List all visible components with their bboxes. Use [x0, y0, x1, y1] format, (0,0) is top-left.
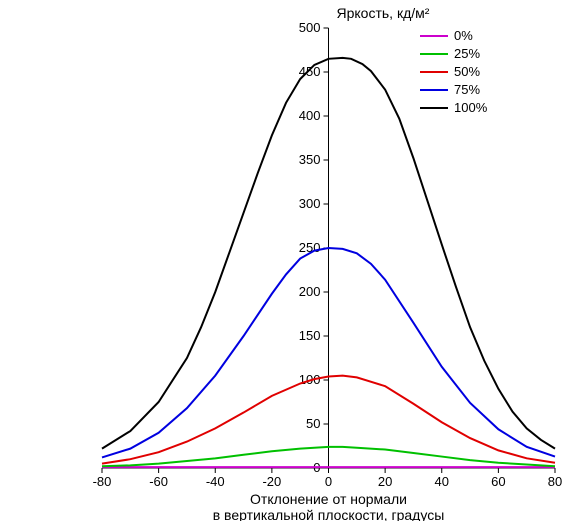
x-tick-label: 0: [325, 474, 332, 489]
legend-label: 50%: [454, 64, 480, 79]
y-tick-label: 200: [299, 284, 321, 299]
y-tick-label: 150: [299, 328, 321, 343]
y-tick-label: 500: [299, 20, 321, 35]
x-tick-label: 60: [491, 474, 505, 489]
brightness-chart: -80-60-40-200204060800501001502002503003…: [0, 0, 568, 521]
x-tick-label: -20: [262, 474, 281, 489]
legend-label: 25%: [454, 46, 480, 61]
y-tick-label: 300: [299, 196, 321, 211]
x-axis-title-line1: Отклонение от нормали: [250, 491, 407, 507]
x-axis-title-line2: в вертикальной плоскости, градусы: [213, 507, 445, 521]
y-tick-label: 400: [299, 108, 321, 123]
chart-container: -80-60-40-200204060800501001502002503003…: [0, 0, 568, 521]
legend-label: 0%: [454, 28, 473, 43]
legend-label: 100%: [454, 100, 488, 115]
x-tick-label: -80: [93, 474, 112, 489]
x-tick-label: 80: [548, 474, 562, 489]
y-tick-label: 50: [306, 416, 320, 431]
x-tick-label: -40: [206, 474, 225, 489]
y-axis-title: Яркость, кд/м²: [337, 5, 430, 21]
x-tick-label: 20: [378, 474, 392, 489]
x-tick-label: 40: [435, 474, 449, 489]
legend-label: 75%: [454, 82, 480, 97]
y-tick-label: 350: [299, 152, 321, 167]
x-tick-label: -60: [149, 474, 168, 489]
